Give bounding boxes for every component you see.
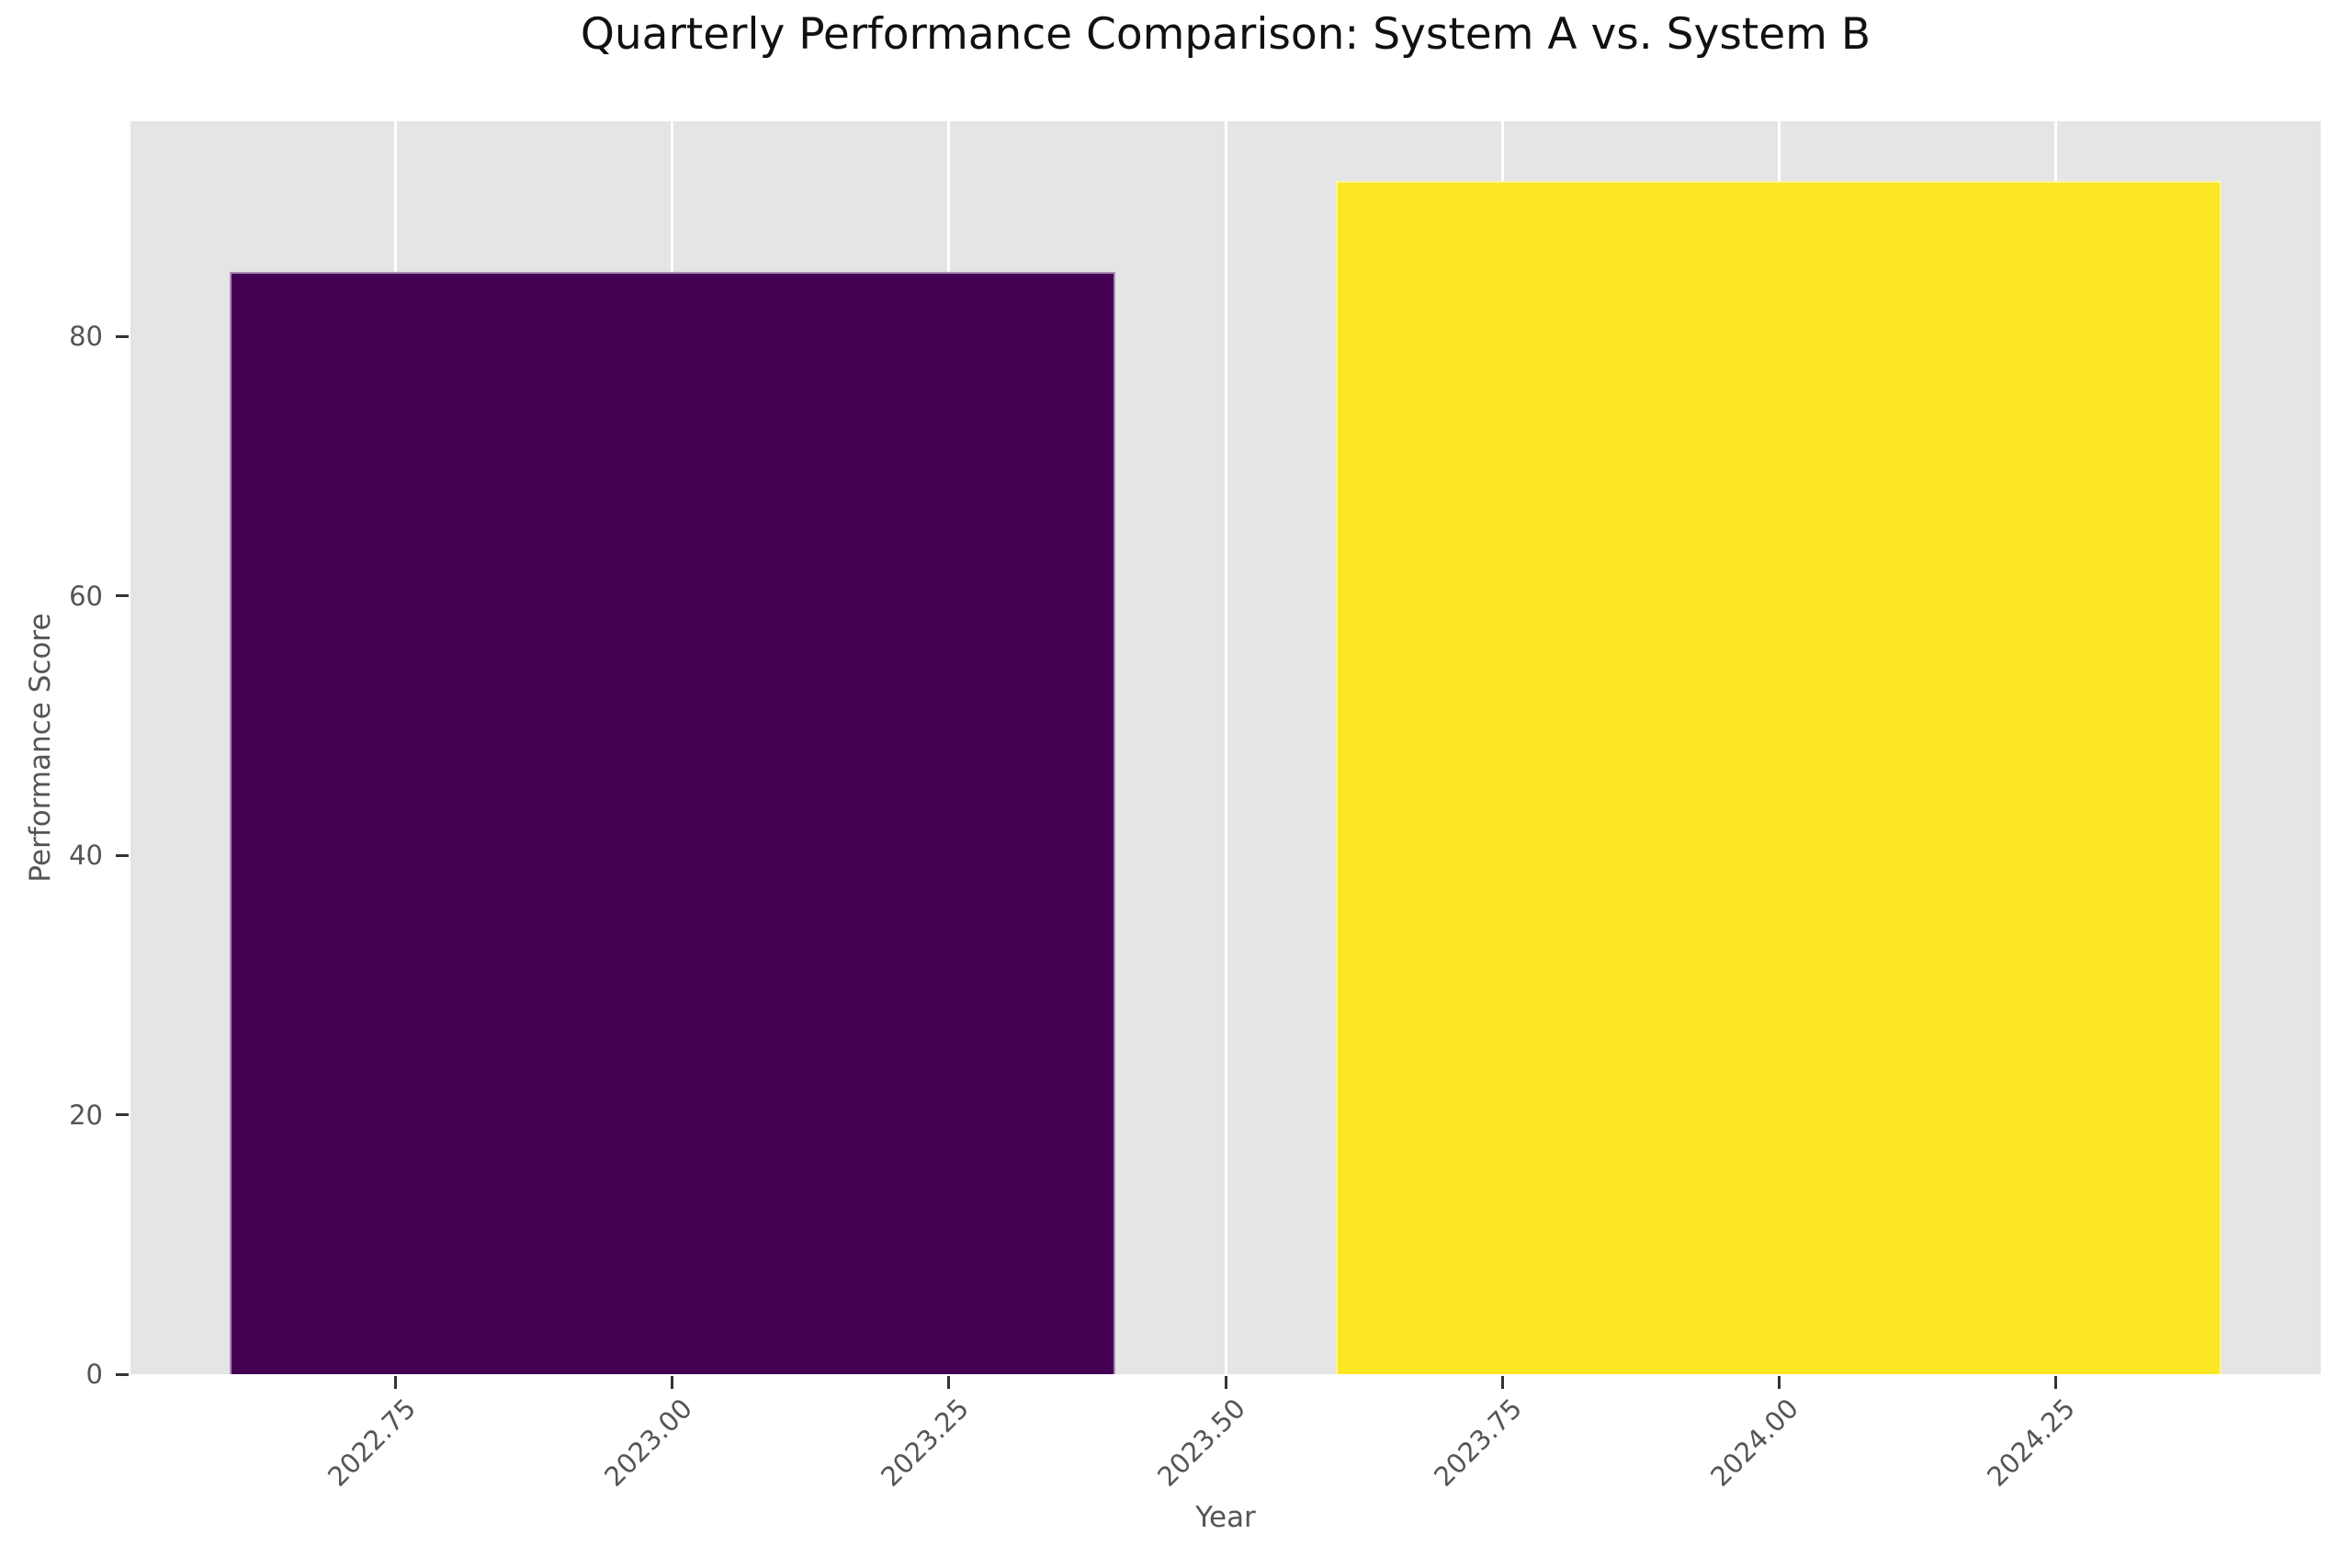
y-tick-label: 60 xyxy=(69,580,103,612)
x-tick-mark xyxy=(1224,1376,1227,1389)
x-axis-label: Year xyxy=(1195,1501,1256,1534)
y-tick-mark xyxy=(116,334,129,338)
x-tick-mark xyxy=(947,1376,951,1389)
y-tick-label: 80 xyxy=(69,321,103,353)
y-axis-label: Performance Score xyxy=(24,613,57,883)
x-tick-label: 2023.50 xyxy=(1151,1393,1252,1493)
gridline xyxy=(1224,121,1227,1374)
chart-title: Quarterly Performance Comparison: System… xyxy=(580,9,1871,60)
y-tick-mark xyxy=(116,853,129,857)
x-tick-label: 2022.75 xyxy=(322,1393,423,1493)
x-tick-mark xyxy=(1777,1376,1781,1389)
y-tick-label: 20 xyxy=(69,1099,103,1131)
x-tick-label: 2024.25 xyxy=(1981,1393,2082,1493)
x-tick-mark xyxy=(671,1376,674,1389)
bar-system-b xyxy=(1336,180,2222,1374)
x-tick-mark xyxy=(394,1376,398,1389)
y-tick-mark xyxy=(116,1372,129,1376)
x-tick-mark xyxy=(1500,1376,1504,1389)
plot-area xyxy=(130,121,2321,1374)
y-tick-label: 40 xyxy=(69,840,103,872)
x-tick-label: 2023.25 xyxy=(875,1393,976,1493)
y-tick-mark xyxy=(116,1113,129,1117)
x-tick-label: 2023.00 xyxy=(598,1393,699,1493)
x-tick-label: 2023.75 xyxy=(1428,1393,1529,1493)
bar-system-a xyxy=(230,271,1115,1374)
y-tick-mark xyxy=(116,594,129,598)
x-tick-label: 2024.00 xyxy=(1704,1393,1805,1493)
y-tick-label: 0 xyxy=(85,1359,103,1390)
x-tick-mark xyxy=(2053,1376,2057,1389)
